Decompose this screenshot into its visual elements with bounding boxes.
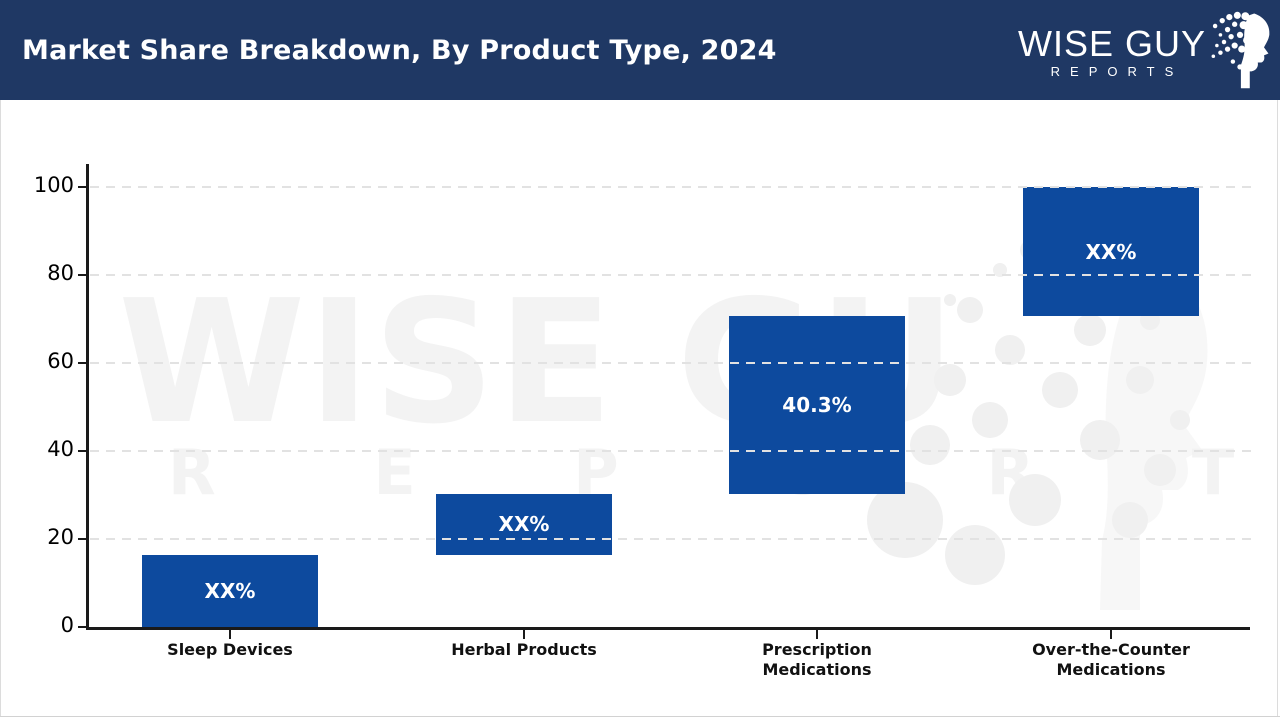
frame-border-left	[0, 100, 1, 716]
category-label: Sleep Devices	[167, 640, 293, 659]
y-axis-line	[86, 164, 89, 630]
y-tick-label-20: 20	[47, 525, 74, 549]
gridline-20	[90, 538, 1253, 540]
y-tick-label-100: 100	[33, 173, 74, 197]
y-tick-label-40: 40	[47, 437, 74, 461]
bar-segment: XX%	[142, 554, 318, 627]
x-axis-line	[86, 627, 1250, 630]
gridline-80	[90, 274, 1253, 276]
category-label: Over-the-Counter Medications	[1032, 640, 1190, 679]
x-tickmark	[816, 630, 818, 639]
bar-segment: XX%	[436, 493, 612, 555]
category-label: Prescription Medications	[762, 640, 872, 679]
x-tickmark	[1110, 630, 1112, 639]
y-tickmark-60	[78, 362, 86, 364]
bar-value-label: XX%	[204, 578, 256, 603]
frame-border-right	[1277, 100, 1278, 716]
gridline-40	[90, 450, 1253, 452]
bar-value-label: XX%	[1085, 239, 1137, 264]
y-tickmark-80	[78, 274, 86, 276]
x-tickmark	[229, 630, 231, 639]
category-label: Herbal Products	[451, 640, 597, 659]
gridline-60	[90, 362, 1253, 364]
logo-reports-text: REPORTS	[1050, 64, 1184, 79]
frame-border-bottom	[0, 716, 1280, 717]
bar-value-label: XX%	[498, 512, 550, 537]
logo-dotted-face-icon	[1211, 11, 1270, 89]
bar-value-label: 40.3%	[782, 393, 852, 418]
y-tick-label-60: 60	[47, 349, 74, 373]
x-tickmark	[523, 630, 525, 639]
y-tickmark-40	[78, 450, 86, 452]
header-bar: Market Share Breakdown, By Product Type,…	[0, 0, 1280, 100]
wise-guy-reports-logo: WISE GUY REPORTS	[1018, 6, 1272, 94]
gridline-100	[90, 186, 1253, 188]
page-title: Market Share Breakdown, By Product Type,…	[22, 34, 777, 66]
y-tickmark-20	[78, 538, 86, 540]
y-tick-label-0: 0	[60, 613, 74, 637]
bar-segment: 40.3%	[729, 316, 905, 494]
logo-wise-guy-text: WISE GUY	[1017, 23, 1206, 64]
y-tickmark-100	[78, 186, 86, 188]
y-tick-label-80: 80	[47, 261, 74, 285]
bar-segment: XX%	[1023, 187, 1199, 317]
y-tickmark-0	[78, 626, 86, 628]
